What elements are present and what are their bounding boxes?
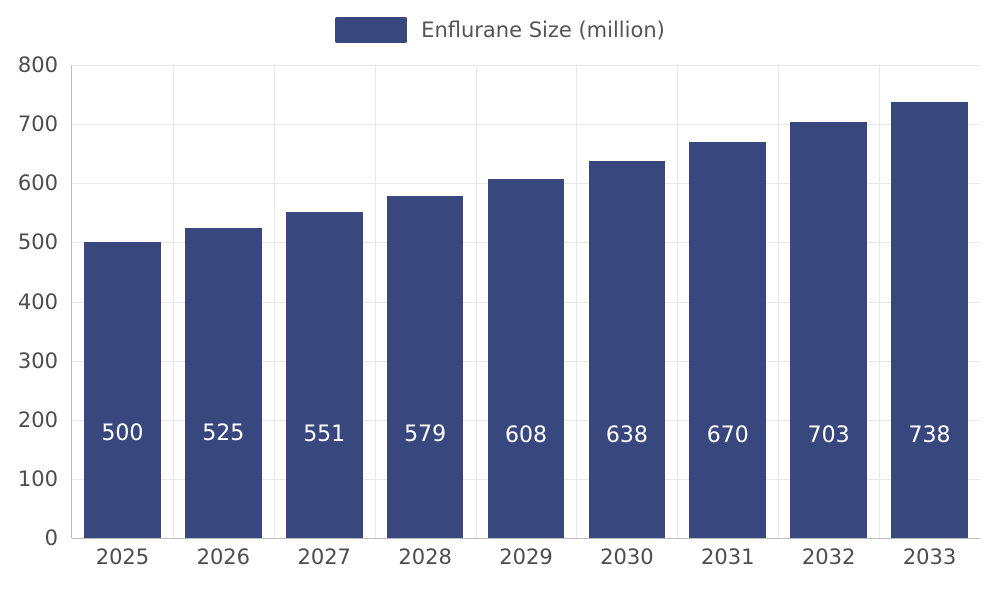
y-tick-600: 600 [17, 171, 58, 196]
x-tick-2031: 2031 [701, 545, 755, 569]
y-tick-400: 400 [17, 289, 58, 314]
y-tick-100: 100 [17, 466, 58, 491]
bar-2027[interactable]: 551 [285, 212, 363, 538]
bar-2032[interactable]: 703 [790, 122, 867, 538]
y-tick-700: 700 [17, 112, 58, 137]
bar-slot-2031: 670 [677, 65, 778, 538]
plot-area: 500 525 551 579 608 [71, 65, 980, 539]
bar-2033[interactable]: 738 [891, 101, 968, 538]
bar-2028[interactable]: 579 [386, 195, 464, 538]
vgridline-5 [576, 65, 578, 538]
bar-slot-2028: 579 [375, 65, 476, 538]
bar-slot-2032: 703 [778, 65, 879, 538]
bar-slot-2026: 525 [173, 65, 274, 538]
x-tick-2025: 2025 [95, 545, 150, 569]
bar-value-2028: 579 [404, 422, 447, 448]
bar-value-2029: 608 [504, 423, 547, 449]
bar-slot-2033: 738 [879, 65, 980, 538]
vgridline-6 [677, 65, 679, 538]
bar-2026[interactable]: 525 [184, 227, 262, 538]
legend-item-enflurane[interactable]: Enflurane Size (million) [335, 17, 665, 43]
bar-slot-2030: 638 [576, 65, 677, 538]
bar-value-2026: 525 [202, 421, 245, 447]
vgridline-1 [172, 65, 174, 538]
bar-value-2031: 670 [706, 423, 749, 449]
gridline-800 [72, 65, 980, 66]
y-tick-0: 0 [44, 526, 58, 550]
bar-2029[interactable]: 608 [487, 178, 565, 538]
x-tick-2032: 2032 [801, 545, 856, 569]
bar-slot-2025: 500 [72, 65, 173, 538]
gridline-700 [72, 124, 980, 126]
bar-value-2025: 500 [101, 421, 144, 447]
x-tick-2028: 2028 [398, 545, 452, 569]
y-tick-500: 500 [17, 230, 58, 255]
vgridline-2 [273, 65, 275, 538]
bar-value-2027: 551 [303, 421, 346, 447]
gridline-0 [72, 538, 980, 539]
bar-value-2033: 738 [908, 423, 951, 449]
x-axis-tick-labels: 2025 2026 2027 2028 2029 2030 2031 2032 … [72, 545, 980, 585]
bar-2025[interactable]: 500 [84, 242, 161, 538]
vgridline-4 [475, 65, 477, 538]
y-tick-200: 200 [17, 407, 58, 432]
bar-slot-2027: 551 [274, 65, 375, 538]
y-axis-tick-labels: 0 100 200 300 400 500 600 700 800 [0, 53, 58, 550]
bar-value-2030: 638 [605, 423, 648, 449]
x-tick-2029: 2029 [499, 545, 553, 569]
bar-value-2032: 703 [807, 423, 850, 449]
chart-legend: Enflurane Size (million) [0, 10, 1000, 50]
bar-2030[interactable]: 638 [588, 160, 666, 538]
vgridline-7 [778, 65, 780, 538]
legend-label: Enflurane Size (million) [421, 18, 665, 42]
y-tick-300: 300 [17, 348, 58, 373]
x-tick-2033: 2033 [902, 545, 957, 569]
vgridline-3 [374, 65, 376, 538]
x-tick-2027: 2027 [297, 545, 351, 569]
y-axis-line [71, 65, 72, 538]
vgridline-8 [879, 65, 881, 538]
bar-slot-2029: 608 [476, 65, 577, 538]
bar-series-enflurane: 500 525 551 579 608 [72, 65, 980, 538]
bar-2031[interactable]: 670 [689, 141, 767, 538]
x-tick-2030: 2030 [600, 545, 654, 569]
y-tick-800: 800 [17, 53, 58, 77]
legend-color-swatch [335, 17, 408, 43]
x-tick-2026: 2026 [196, 545, 251, 569]
